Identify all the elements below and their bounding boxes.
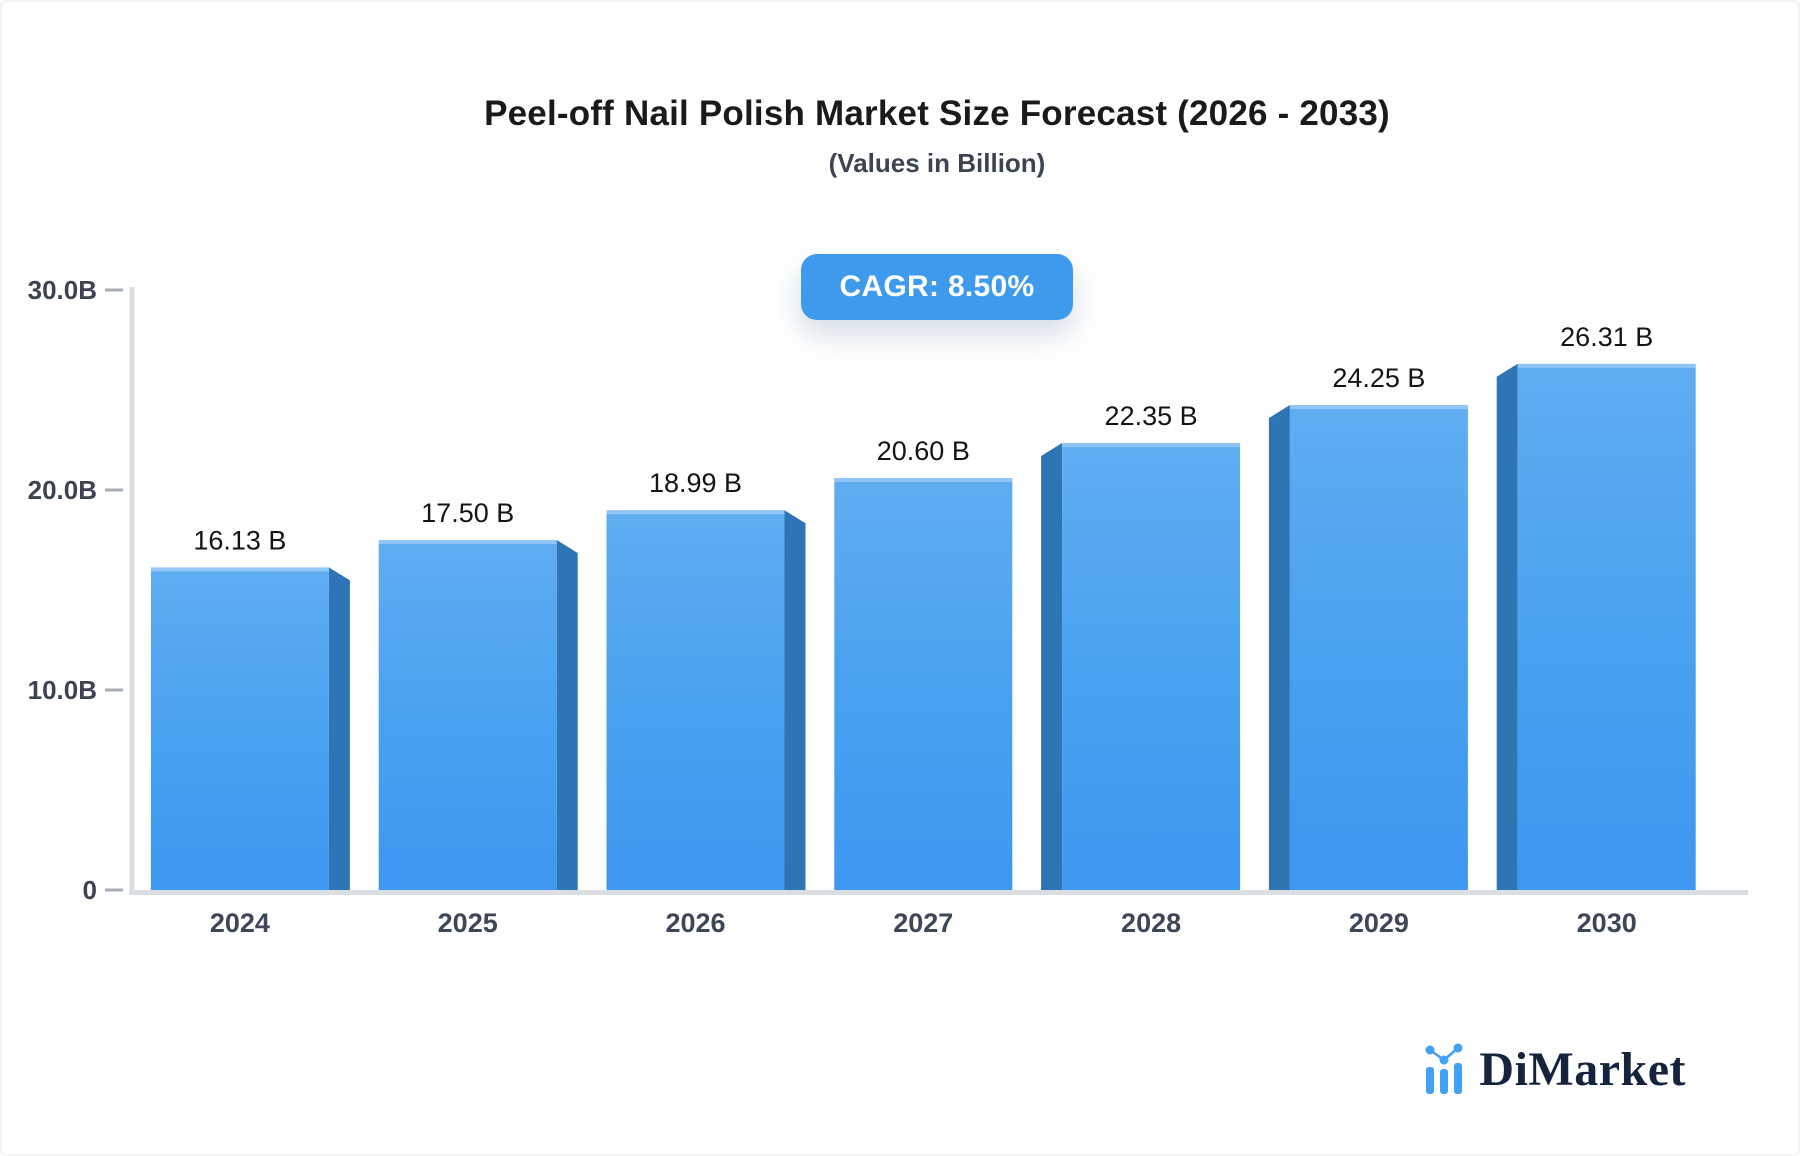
bar-value-label: 20.60 B <box>877 436 970 466</box>
y-tick-label: 10.0B <box>28 675 97 705</box>
bar-2030 <box>1517 363 1696 890</box>
bar-side <box>556 540 578 890</box>
bar-top-highlight <box>150 567 329 572</box>
bar-top-highlight <box>606 510 785 515</box>
badge-row: CAGR: 8.50% <box>76 254 1798 320</box>
bar-value-label: 24.25 B <box>1332 363 1425 393</box>
x-tick-label: 2027 <box>893 908 953 938</box>
bar-value-label: 17.50 B <box>421 498 514 528</box>
x-tick-label: 2028 <box>1121 908 1181 938</box>
bar-2024 <box>150 567 329 890</box>
bar-side <box>1496 363 1518 890</box>
bar-side <box>328 567 350 890</box>
bar-top-highlight <box>1062 443 1241 447</box>
cagr-badge: CAGR: 8.50% <box>801 254 1073 320</box>
bar-2025 <box>378 540 557 890</box>
bar-side <box>1268 405 1290 890</box>
bar-top-highlight <box>1517 363 1696 368</box>
bar-side <box>784 510 806 890</box>
bar-top-highlight <box>834 478 1013 482</box>
x-tick-label: 2026 <box>665 908 725 938</box>
bar-2029 <box>1289 405 1468 890</box>
y-tick-label: 20.0B <box>28 475 97 505</box>
x-tick-label: 2029 <box>1349 908 1409 938</box>
bar-value-label: 16.13 B <box>193 525 286 555</box>
bar-top-highlight <box>378 540 557 544</box>
bar-side <box>1041 443 1063 890</box>
bar-value-label: 26.31 B <box>1560 322 1653 352</box>
brand-logo: DiMarket <box>1425 1042 1686 1094</box>
y-tick-label: 0 <box>83 875 97 905</box>
y-tick-label: 30.0B <box>28 275 97 305</box>
bar-value-label: 22.35 B <box>1105 401 1198 431</box>
bar-top-highlight <box>1289 405 1468 409</box>
bar-2026 <box>606 510 785 890</box>
bar-chart-icon <box>1425 1043 1463 1094</box>
bar-2027 <box>834 478 1013 890</box>
x-tick-label: 2025 <box>438 908 498 938</box>
brand-name: DiMarket <box>1479 1043 1686 1096</box>
bar-2028 <box>1062 443 1241 890</box>
bar-value-label: 18.99 B <box>649 468 742 498</box>
x-tick-label: 2030 <box>1577 908 1637 938</box>
x-tick-label: 2024 <box>210 908 270 938</box>
